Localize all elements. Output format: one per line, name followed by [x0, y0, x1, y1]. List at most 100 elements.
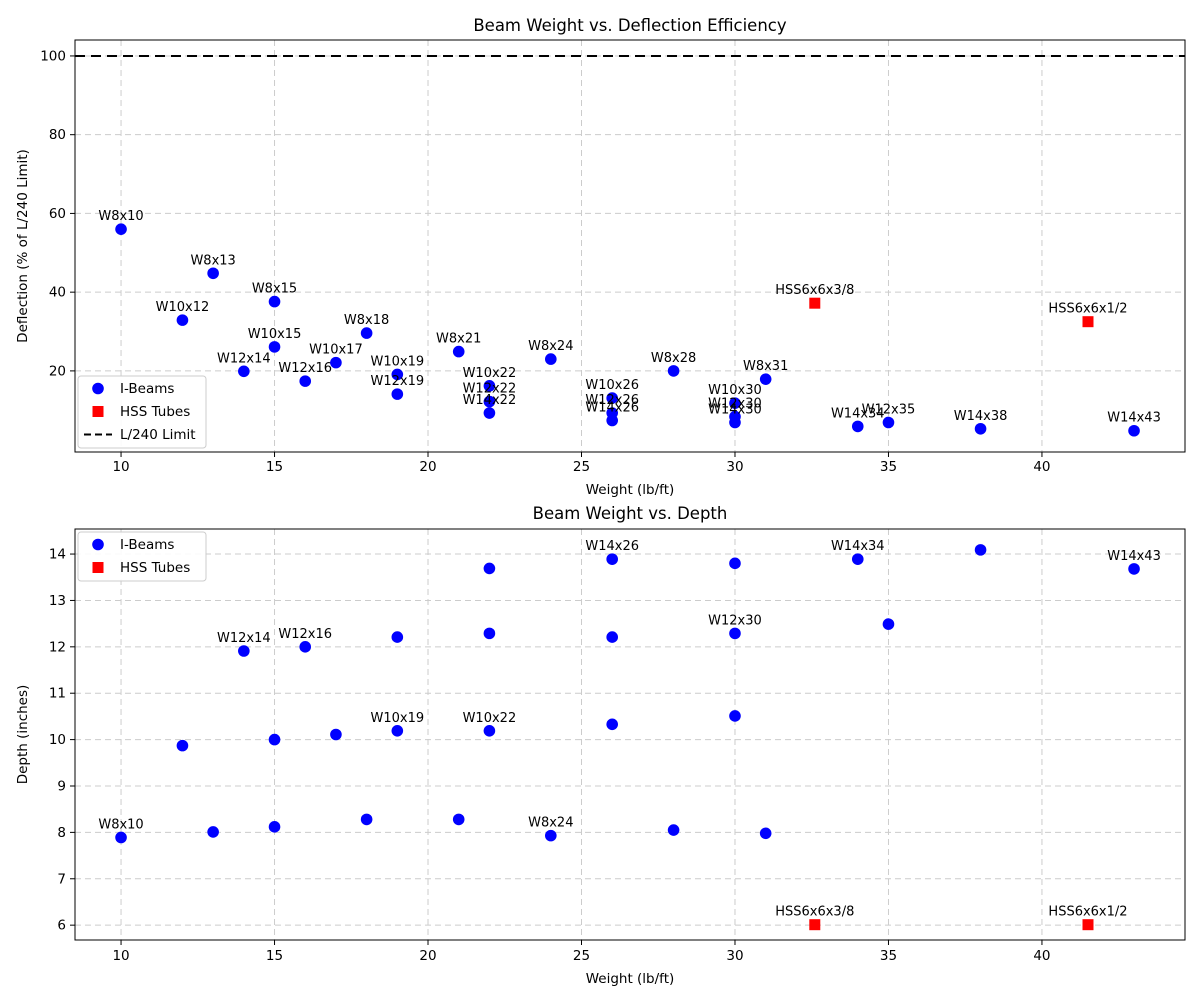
data-point-label: W12x16: [278, 361, 332, 376]
data-point-marker: [545, 353, 557, 365]
y-axis-label: Depth (inches): [15, 685, 31, 785]
data-point-marker: [330, 356, 342, 369]
y-axis: 20 40 60 80 100: [40, 48, 75, 379]
x-tick-label: 25: [573, 459, 590, 475]
y-tick-label: 11: [49, 686, 66, 702]
data-point-marker: [268, 821, 281, 833]
data-point-marker: [1128, 563, 1140, 575]
x-tick-label: 10: [112, 459, 129, 475]
data-point-marker: [759, 827, 772, 840]
x-axis-label: Weight (lb/ft): [586, 971, 675, 987]
data-point-label: W14x22: [463, 393, 517, 408]
y-axis: 6 7 8 9 10 11 12 13 14: [49, 547, 75, 934]
data-point-label: W10x19: [370, 354, 424, 369]
data-point-label: W10x15: [248, 327, 302, 342]
data-point-marker: [238, 645, 250, 657]
y-axis-label: Deflection (% of L/240 Limit): [15, 149, 31, 343]
legend-label: I-Beams: [120, 537, 174, 553]
data-point-label: W8x28: [651, 351, 696, 366]
legend-box: [77, 531, 207, 582]
data-point-marker: [729, 557, 741, 570]
x-tick-label: 40: [1033, 459, 1050, 475]
data-point-marker: [667, 824, 680, 836]
data-point-marker: [809, 297, 821, 309]
data-point-marker: [391, 388, 404, 400]
data-point-marker: [545, 829, 557, 842]
y-tick-label: 10: [49, 732, 66, 748]
data-point-marker: [606, 553, 618, 565]
data-point-marker: [667, 365, 680, 377]
data-point-label: HSS6x6x3/8: [775, 283, 854, 298]
data-point-marker: [483, 724, 496, 737]
data-point-label: W10x26: [585, 378, 639, 393]
data-point-marker: [606, 718, 618, 731]
data-point-marker: [759, 373, 772, 385]
data-point-marker: [391, 631, 404, 643]
data-point-marker: [606, 392, 618, 404]
data-point-marker: [115, 831, 127, 844]
data-point-label: W12x26: [585, 393, 639, 408]
plot-border: [74, 528, 1186, 941]
legend-marker-circle: [92, 382, 104, 395]
data-point-label: W10x22: [463, 366, 517, 381]
y-tick-label: 100: [40, 48, 66, 64]
data-point-marker: [729, 710, 741, 722]
data-point-marker: [391, 724, 404, 737]
data-point-marker: [483, 627, 496, 640]
y-tick-label: 80: [49, 127, 66, 143]
y-tick-label: 9: [57, 778, 66, 794]
x-tick-label: 15: [266, 459, 283, 475]
data-point-marker: [299, 375, 312, 387]
chart-deflection-efficiency: 10 15 20 25 30 35 40 20 40 60 80 100 Beam Weight vs.…: [15, 16, 1186, 498]
data-point-label: W12x35: [862, 402, 916, 417]
data-point-label: W8x15: [252, 282, 297, 297]
y-tick-label: 60: [49, 206, 66, 222]
data-point-label: W12x30: [708, 397, 762, 412]
series-hss-tubes: HSS6x6x3/8 HSS6x6x1/2: [775, 283, 1128, 328]
legend-label: I-Beams: [120, 381, 174, 397]
data-point-marker: [882, 416, 895, 429]
data-point-label: W12x30: [708, 613, 762, 628]
data-point-marker: [729, 416, 741, 429]
x-tick-label: 35: [880, 948, 897, 964]
data-point-label: W14x34: [831, 539, 885, 554]
x-axis: 10 15 20 25 30 35 40: [112, 452, 1051, 475]
legend-marker-square: [92, 562, 104, 573]
y-tick-label: 20: [49, 363, 66, 379]
data-point-marker: [483, 407, 496, 419]
data-point-label: W14x43: [1107, 411, 1161, 426]
data-point-marker: [483, 380, 496, 392]
data-point-marker: [483, 562, 496, 575]
series-i-beams: W8x10 W10x12 W8x13 W12x14 W8x15 W10x15 W12x16 W…: [98, 209, 1161, 437]
data-point-label: W14x38: [954, 409, 1008, 424]
grid: [75, 529, 1185, 940]
data-point-marker: [483, 395, 496, 408]
data-point-marker: [207, 267, 219, 280]
data-point-marker: [729, 397, 741, 409]
data-point-label: W10x12: [156, 300, 210, 315]
chart-depth: 10 15 20 25 30 35 40 6 7 8 9 10 11 12 13 14 Beam Weight …: [15, 504, 1186, 987]
data-point-label: W8x18: [344, 313, 389, 328]
data-point-marker: [1082, 316, 1094, 328]
data-point-marker: [330, 728, 342, 741]
x-axis-label: Weight (lb/ft): [586, 482, 675, 498]
series-i-beams: W8x10 W12x14 W12x16 W10x19 W10x22 W8x24 W14x26…: [98, 539, 1161, 844]
series-hss-tubes: HSS6x6x3/8 HSS6x6x1/2: [775, 905, 1128, 931]
data-point-marker: [452, 345, 465, 358]
x-tick-label: 20: [419, 948, 436, 964]
y-tick-label: 8: [57, 825, 66, 841]
x-tick-label: 25: [573, 948, 590, 964]
chart-title: Beam Weight vs. Depth: [533, 504, 728, 523]
data-point-label: W8x31: [743, 359, 788, 374]
x-tick-label: 15: [266, 948, 283, 964]
legend-label: HSS Tubes: [120, 560, 190, 576]
data-point-marker: [974, 544, 987, 556]
legend: I-Beams HSS Tubes L/240 Limit: [77, 375, 207, 449]
data-point-marker: [207, 826, 219, 838]
data-point-marker: [299, 641, 312, 653]
data-point-marker: [176, 739, 189, 752]
data-point-label: W14x43: [1107, 549, 1161, 564]
data-point-label: W8x13: [190, 253, 235, 268]
